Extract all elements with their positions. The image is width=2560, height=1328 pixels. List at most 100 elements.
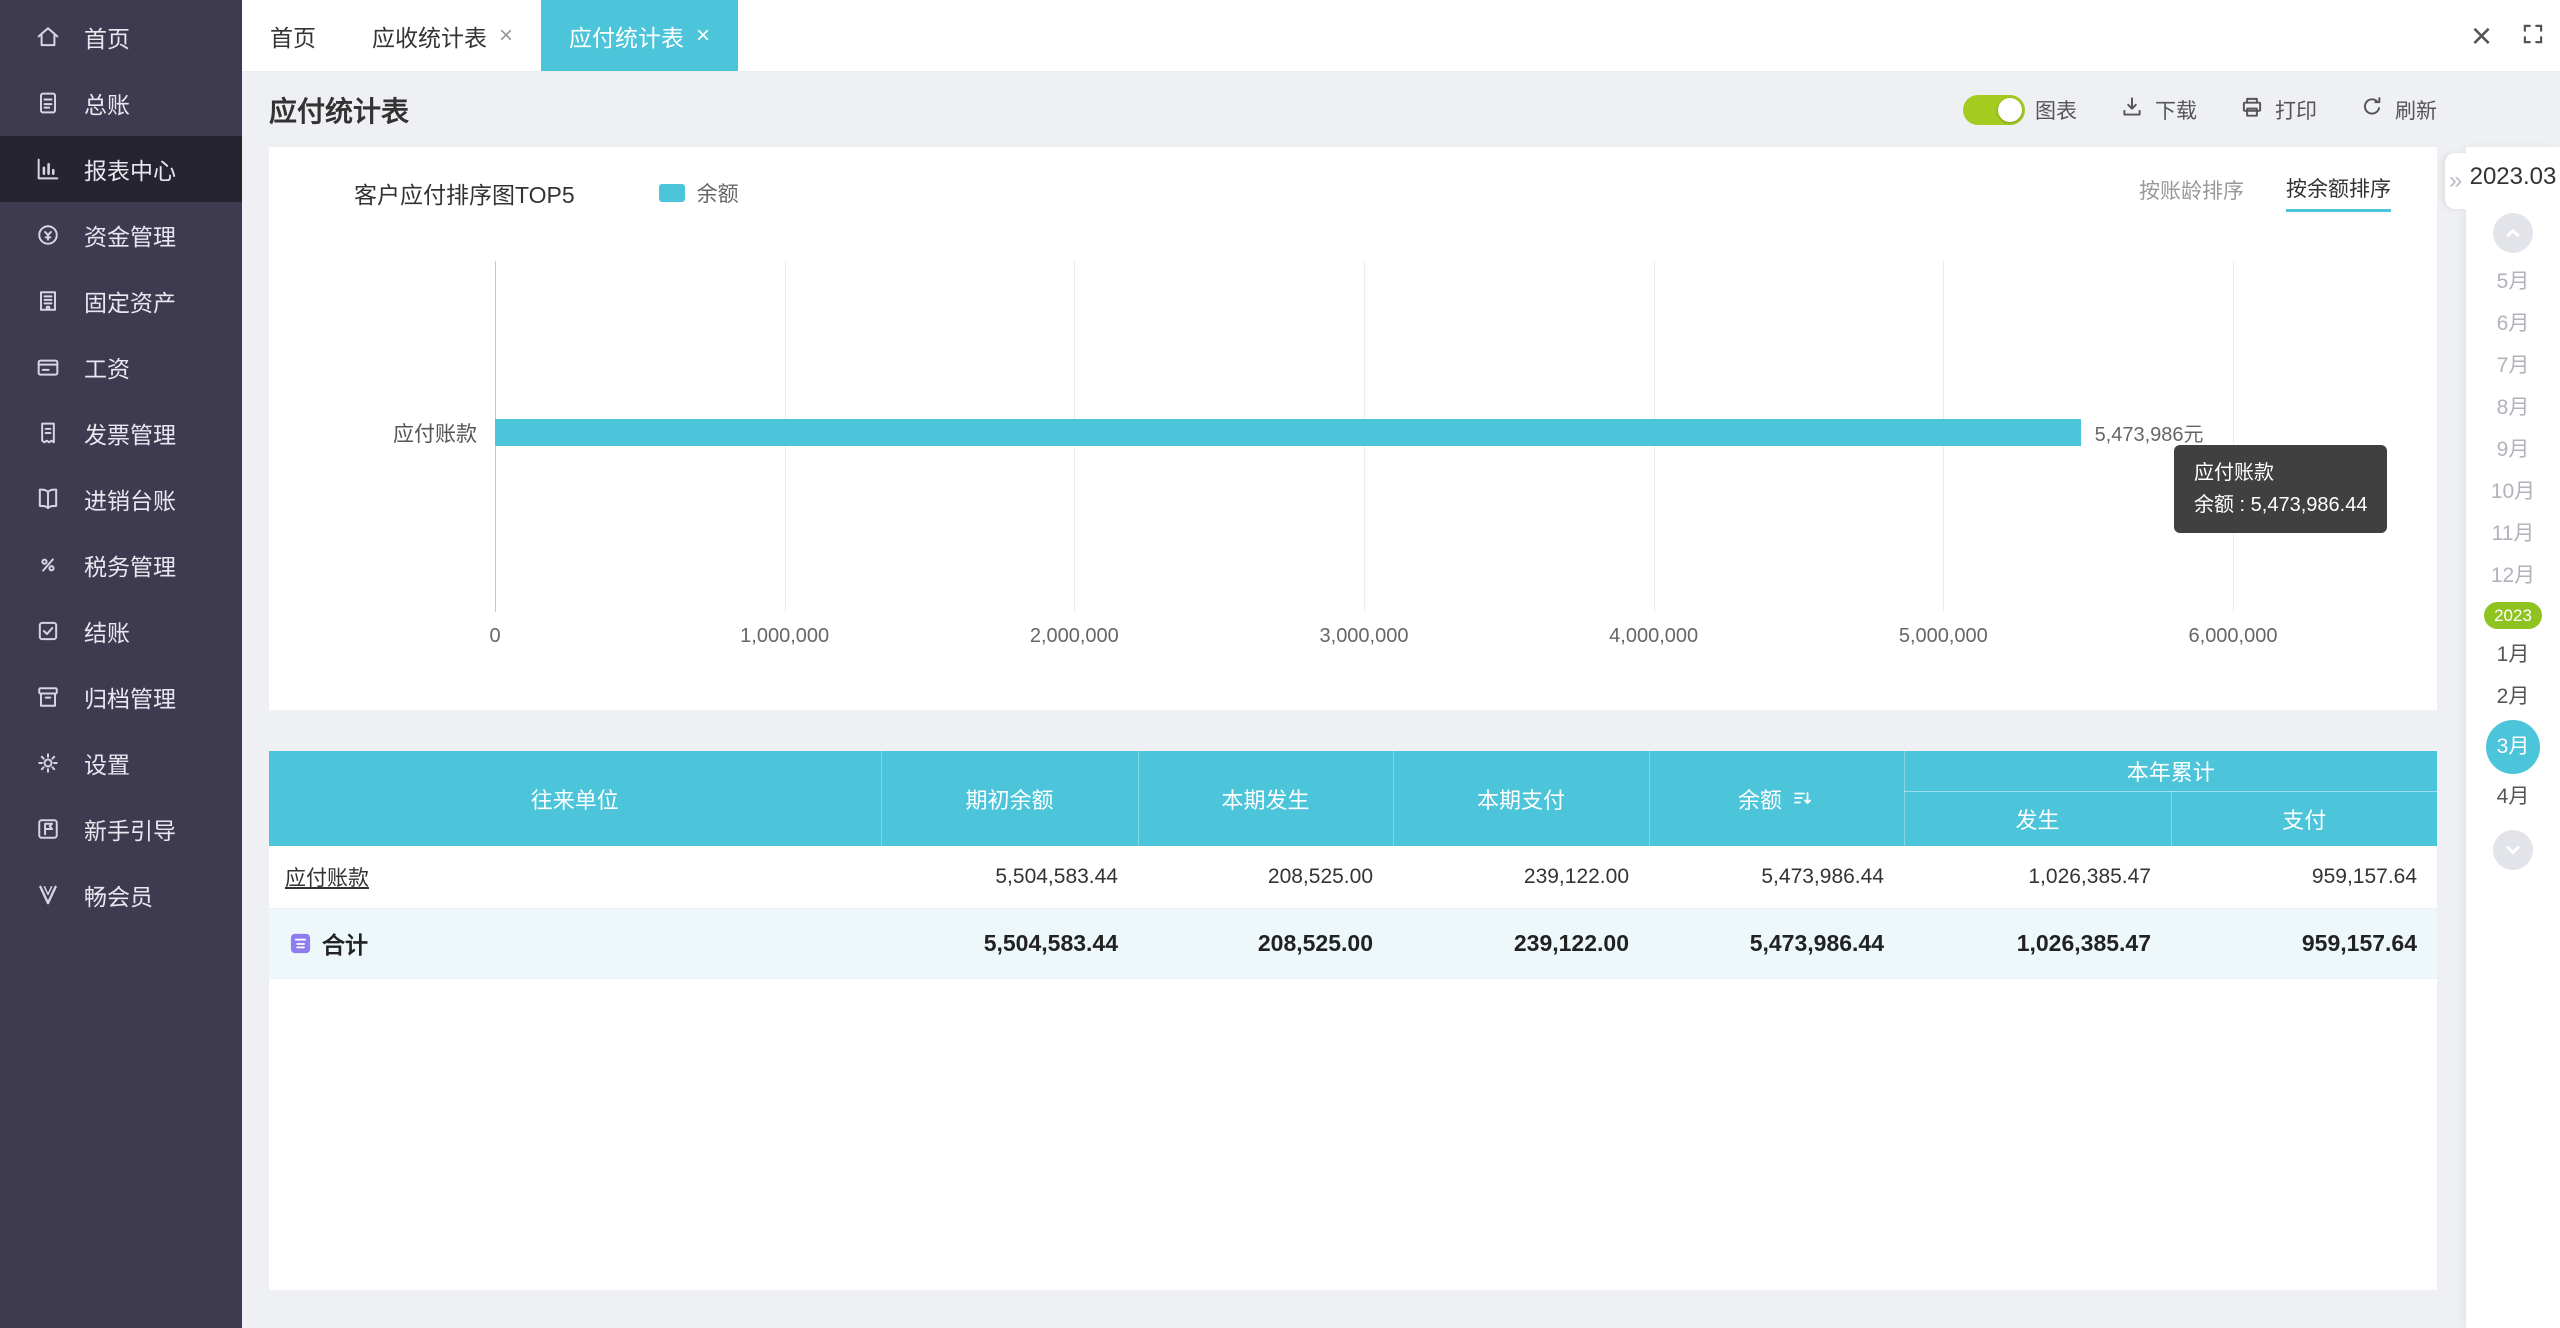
sort-descending-icon[interactable] <box>1791 787 1815 811</box>
book-icon <box>34 485 62 513</box>
period-panel: » 2023.03 5月 6月 7月 8月 9月 10月 11月 12月 202… <box>2445 147 2560 1328</box>
sidebar: 首页 总账 报表中心 资金管理 固定资产 工资 发票管理 进销台账 <box>0 0 242 1328</box>
download-button[interactable]: 下载 <box>2119 94 2197 126</box>
close-icon[interactable]: × <box>696 21 711 49</box>
sidebar-item-report-center[interactable]: 报表中心 <box>0 136 242 202</box>
close-icon[interactable]: × <box>2470 15 2492 56</box>
guide-flag-icon <box>34 815 62 843</box>
sidebar-item-member[interactable]: 畅会员 <box>0 862 242 928</box>
sidebar-item-label: 新手引导 <box>84 818 176 844</box>
toggle-switch[interactable] <box>1963 94 2025 125</box>
total-year-paid: 959,157.64 <box>2171 908 2438 979</box>
sidebar-item-trade-ledger[interactable]: 进销台账 <box>0 466 242 532</box>
total-label: 合计 <box>322 932 368 958</box>
x-axis: 0 1,000,000 2,000,000 3,000,000 4,000,00… <box>489 625 2277 655</box>
tab-home[interactable]: 首页 <box>242 0 344 71</box>
collapse-handle[interactable]: » <box>2445 153 2466 209</box>
sidebar-item-archive-management[interactable]: 归档管理 <box>0 664 242 730</box>
sidebar-item-beginner-guide[interactable]: 新手引导 <box>0 796 242 862</box>
percent-icon <box>34 551 62 579</box>
sidebar-item-closing[interactable]: 结账 <box>0 598 242 664</box>
check-square-icon <box>34 617 62 645</box>
chart-toggle[interactable]: 图表 <box>1963 94 2077 125</box>
month-item-apr[interactable]: 4月 <box>2496 785 2530 808</box>
month-item-nov[interactable]: 11月 <box>2491 522 2535 545</box>
sidebar-item-salary[interactable]: 工资 <box>0 334 242 400</box>
payable-table: 往来单位 期初余额 本期发生 本期支付 余额 本年累计 <box>269 751 2438 979</box>
bar-value-label: 5,473,986元 <box>2094 424 2204 446</box>
tooltip-title: 应付账款 <box>2194 462 2274 484</box>
month-item-jun[interactable]: 6月 <box>2496 312 2530 335</box>
tab-bar: 首页 应收统计表 × 应付统计表 × × <box>242 0 2560 72</box>
chart-toggle-label: 图表 <box>2035 99 2077 123</box>
building-icon <box>34 287 62 315</box>
month-item-jul[interactable]: 7月 <box>2496 354 2530 377</box>
page-content: 应付统计表 图表 下载 打印 <box>242 72 2560 1290</box>
print-label: 打印 <box>2275 99 2317 123</box>
legend-label: 余额 <box>696 182 739 206</box>
v-member-icon <box>34 881 62 909</box>
table-total-row: 合计 5,504,583.44 208,525.00 239,122.00 5,… <box>269 908 2438 979</box>
cell-period-incurred: 208,525.00 <box>1138 846 1393 909</box>
fullscreen-icon[interactable] <box>2520 21 2546 52</box>
tab-payable-report[interactable]: 应付统计表 × <box>541 0 739 71</box>
page-title: 应付统计表 <box>269 95 410 127</box>
chart-card: 客户应付排序图TOP5 余额 按账龄排序 按余额排序 应付账款 <box>269 147 2437 710</box>
sort-by-age-link[interactable]: 按账龄排序 <box>2139 179 2244 203</box>
month-item-oct[interactable]: 10月 <box>2490 480 2536 503</box>
month-item-sep[interactable]: 9月 <box>2496 438 2530 461</box>
sort-by-balance-link[interactable]: 按余额排序 <box>2286 173 2391 212</box>
col-header-period-incurred: 本期发生 <box>1137 751 1393 846</box>
year-badge: 2023 <box>2484 602 2542 629</box>
total-balance: 5,473,986.44 <box>1649 908 1904 979</box>
month-item-feb[interactable]: 2月 <box>2496 685 2530 708</box>
money-icon <box>34 221 62 249</box>
refresh-button[interactable]: 刷新 <box>2359 94 2437 126</box>
sidebar-item-home[interactable]: 首页 <box>0 4 242 70</box>
balance-bar[interactable] <box>495 419 2081 446</box>
tab-receivable-report[interactable]: 应收统计表 × <box>344 0 541 71</box>
tab-label: 应付统计表 <box>569 24 685 51</box>
tab-label: 首页 <box>270 24 316 51</box>
sidebar-item-fixed-assets[interactable]: 固定资产 <box>0 268 242 334</box>
cell-balance: 5,473,986.44 <box>1649 846 1904 909</box>
x-tick: 4,000,000 <box>1609 625 1699 647</box>
chart-title: 客户应付排序图TOP5 <box>354 181 575 208</box>
sidebar-item-general-ledger[interactable]: 总账 <box>0 70 242 136</box>
total-year-incurred: 1,026,385.47 <box>1904 908 2171 979</box>
x-tick: 3,000,000 <box>1319 625 1409 647</box>
sidebar-item-label: 报表中心 <box>84 158 176 184</box>
month-item-may[interactable]: 5月 <box>2496 270 2530 293</box>
scroll-up-button[interactable] <box>2493 213 2533 253</box>
close-icon[interactable]: × <box>499 21 514 49</box>
month-item-mar-active[interactable]: 3月 <box>2486 720 2540 774</box>
scroll-down-button[interactable] <box>2493 830 2533 870</box>
col-header-balance[interactable]: 余额 <box>1648 751 1904 846</box>
printer-icon <box>2239 94 2265 126</box>
payable-account-link[interactable]: 应付账款 <box>285 867 369 890</box>
calculator-icon <box>289 932 312 955</box>
toolbar: 图表 下载 打印 刷新 <box>1963 94 2437 126</box>
total-period-incurred: 208,525.00 <box>1138 908 1393 979</box>
sidebar-item-tax-management[interactable]: 税务管理 <box>0 532 242 598</box>
month-item-aug[interactable]: 8月 <box>2496 396 2530 419</box>
download-icon <box>2119 94 2145 126</box>
bar-row: 5,473,986元 <box>495 419 2233 446</box>
archive-box-icon <box>34 683 62 711</box>
main-area: 首页 应收统计表 × 应付统计表 × × 应付统计表 <box>242 0 2560 1328</box>
sidebar-item-settings[interactable]: 设置 <box>0 730 242 796</box>
report-chart-icon <box>34 155 62 183</box>
x-tick: 0 <box>489 625 501 647</box>
print-button[interactable]: 打印 <box>2239 94 2317 126</box>
month-item-jan[interactable]: 1月 <box>2496 643 2530 666</box>
month-item-dec[interactable]: 12月 <box>2490 564 2536 587</box>
sidebar-item-fund-management[interactable]: 资金管理 <box>0 202 242 268</box>
sidebar-item-invoice-management[interactable]: 发票管理 <box>0 400 242 466</box>
sidebar-item-label: 发票管理 <box>84 422 176 448</box>
salary-card-icon <box>34 353 62 381</box>
sidebar-item-label: 畅会员 <box>84 884 153 910</box>
download-label: 下载 <box>2155 99 2197 123</box>
chart-tooltip: 应付账款 余额 : 5,473,986.44 <box>2174 445 2388 533</box>
x-tick: 2,000,000 <box>1029 625 1119 647</box>
invoice-icon <box>34 419 62 447</box>
